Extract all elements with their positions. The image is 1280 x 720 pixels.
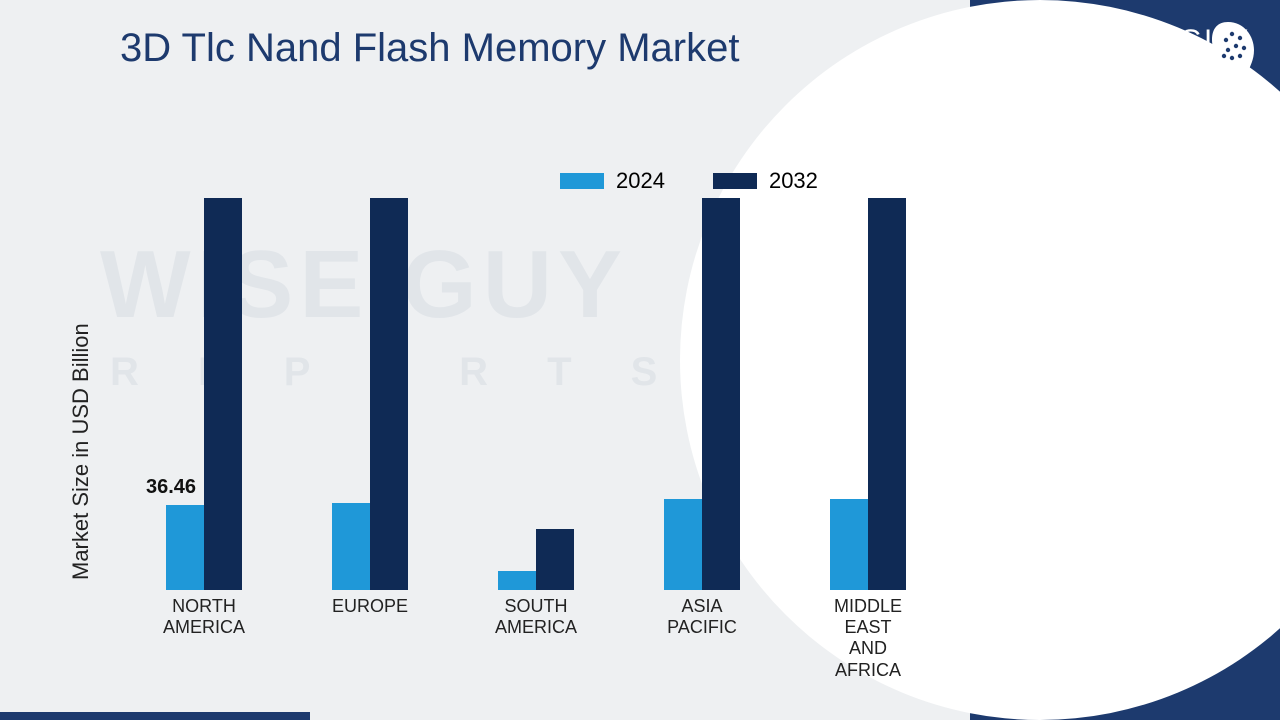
bar (536, 529, 574, 590)
bar-group: ASIAPACIFIC (664, 170, 740, 590)
plot-area: NORTHAMERICA EUROPE SOUTHAMERICA ASIAPACIFI… (110, 170, 940, 590)
bar (702, 198, 740, 590)
bar (830, 499, 868, 590)
brand-logo: WISE GUY REPORTS (1084, 26, 1250, 73)
bar-group: MIDDLEEASTANDAFRICA (830, 170, 906, 590)
footer-bar (0, 712, 310, 720)
category-label: NORTHAMERICA (143, 590, 265, 638)
brain-icon (1198, 20, 1256, 88)
category-label: SOUTHAMERICA (475, 590, 597, 638)
bar (868, 198, 906, 590)
bar (332, 503, 370, 591)
y-axis-label: Market Size in USD Billion (68, 323, 94, 580)
canvas: WISE GUY R E P O R T S 3D Tlc Nand Flash… (0, 0, 1280, 720)
value-label: 36.46 (146, 476, 196, 499)
bar (166, 505, 204, 590)
chart-title: 3D Tlc Nand Flash Memory Market (120, 26, 739, 71)
category-label: ASIAPACIFIC (641, 590, 763, 638)
bar-group: NORTHAMERICA (166, 170, 242, 590)
category-label: EUROPE (309, 590, 431, 617)
bar-group: EUROPE (332, 170, 408, 590)
bar (498, 571, 536, 590)
bar (370, 198, 408, 590)
bar-group: SOUTHAMERICA (498, 170, 574, 590)
category-label: MIDDLEEASTANDAFRICA (807, 590, 929, 681)
bar (664, 499, 702, 590)
bar (204, 198, 242, 590)
